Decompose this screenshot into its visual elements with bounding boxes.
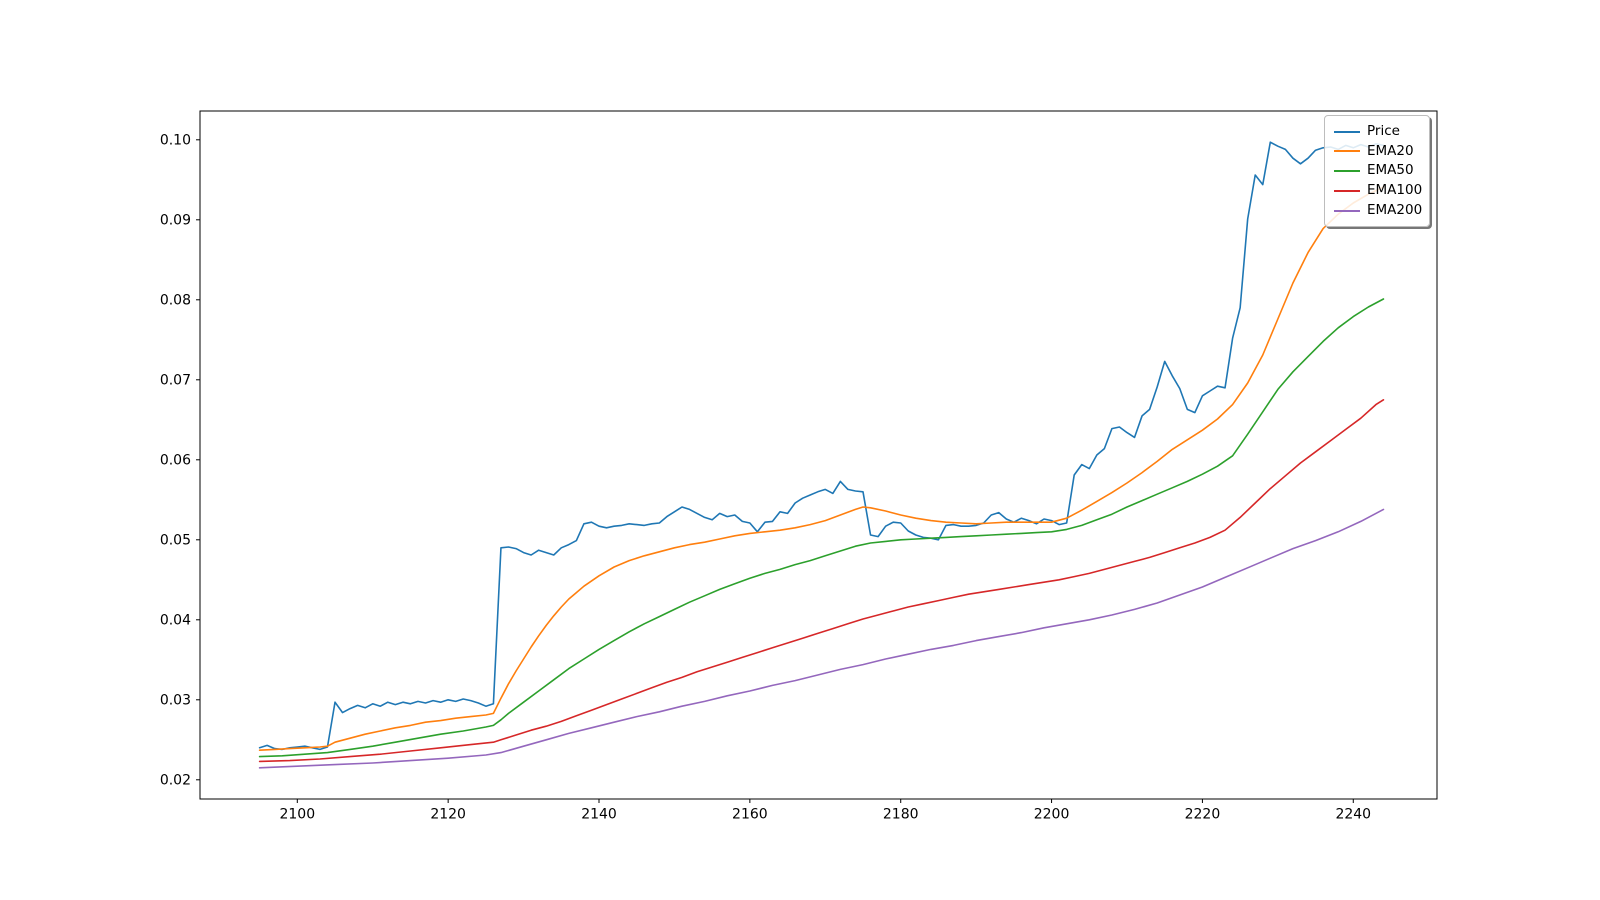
legend-label-ema50: EMA50 xyxy=(1367,162,1414,179)
legend-item-ema50: EMA50 xyxy=(1334,162,1425,181)
legend: Price EMA20 EMA50 EMA100 EMA200 xyxy=(1324,115,1430,227)
x-tick-label: 2140 xyxy=(581,807,617,823)
x-tick-label: 2240 xyxy=(1335,807,1371,823)
legend-label-ema100: EMA100 xyxy=(1367,182,1423,198)
plot-series xyxy=(258,141,1385,769)
legend-label-price: Price xyxy=(1367,122,1400,139)
x-tick-label: 2120 xyxy=(430,807,466,823)
y-tick-label: 0.09 xyxy=(160,212,191,228)
legend-item-ema100: EMA100 xyxy=(1334,181,1425,200)
y-tick-label: 0.10 xyxy=(160,132,191,148)
y-tick-label: 0.02 xyxy=(160,772,191,788)
legend-line-sample-ema200 xyxy=(1334,209,1360,212)
y-tick-label: 0.04 xyxy=(160,612,191,628)
x-tick-label: 2180 xyxy=(883,807,919,823)
legend-line-sample-ema20 xyxy=(1334,150,1360,153)
legend-item-ema200: EMA200 xyxy=(1334,201,1425,220)
series-line-ema100 xyxy=(258,398,1385,763)
series-line-ema50 xyxy=(258,298,1385,758)
legend-item-ema20: EMA20 xyxy=(1334,142,1425,161)
x-axis: 2100 2120 2140 2160 2180 2200 2220 2240 xyxy=(279,799,1371,823)
axes-spines xyxy=(199,110,1438,800)
legend-item-price: Price xyxy=(1334,122,1425,141)
y-tick-label: 0.06 xyxy=(160,452,191,468)
y-tick-label: 0.03 xyxy=(160,692,191,708)
x-tick-label: 2160 xyxy=(732,807,768,823)
series-line-price xyxy=(258,141,1385,751)
series-line-ema200 xyxy=(258,508,1385,769)
legend-label-ema200: EMA200 xyxy=(1367,201,1423,218)
x-tick-label: 2220 xyxy=(1185,807,1221,823)
legend-line-sample-ema100 xyxy=(1334,189,1360,192)
legend-line-sample-price xyxy=(1334,130,1360,133)
y-tick-label: 0.07 xyxy=(160,372,191,388)
x-tick-label: 2200 xyxy=(1034,807,1070,823)
legend-label-ema20: EMA20 xyxy=(1367,142,1414,159)
legend-line-sample-ema50 xyxy=(1334,170,1360,172)
y-axis: 0.02 0.03 0.04 0.05 0.06 0.07 0.08 0.09 0.10 xyxy=(160,132,200,788)
x-tick-label: 2100 xyxy=(279,807,315,823)
y-tick-label: 0.08 xyxy=(160,292,191,308)
series-line-ema20 xyxy=(258,186,1385,752)
y-tick-label: 0.05 xyxy=(160,532,191,548)
